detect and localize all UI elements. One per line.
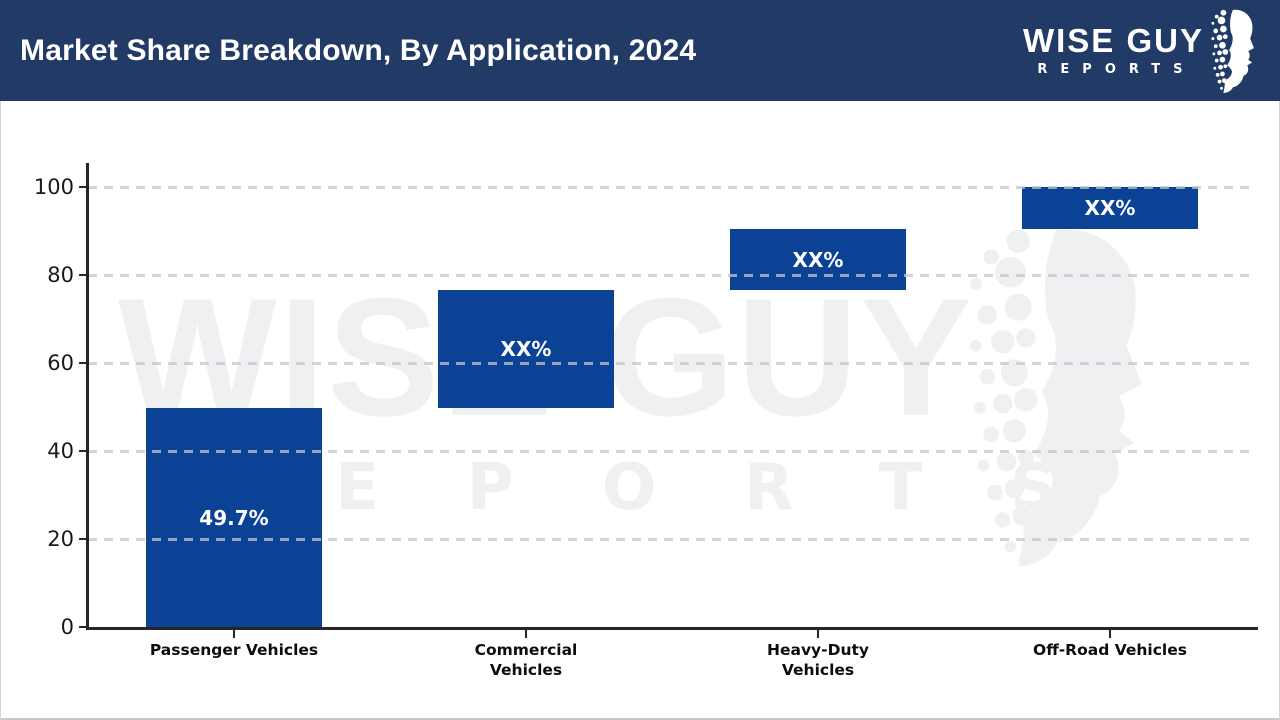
bar-off-road-vehicles	[1022, 187, 1198, 229]
bar-value-label-off-road-vehicles: XX%	[1084, 195, 1136, 220]
y-tick-label-60: 60	[47, 351, 74, 375]
bar-passenger-vehicles	[146, 408, 322, 627]
y-tick-label-40: 40	[47, 439, 74, 463]
y-tick-mark-60	[79, 362, 87, 364]
y-tick-mark-20	[79, 538, 87, 540]
page-title: Market Share Breakdown, By Application, …	[20, 33, 697, 67]
bar-commercial-vehicles	[438, 290, 614, 409]
y-tick-label-100: 100	[33, 175, 74, 199]
y-tick-label-80: 80	[47, 263, 74, 287]
y-tick-mark-0	[79, 626, 87, 628]
bar-value-label-passenger-vehicles: 49.7%	[199, 505, 269, 530]
x-axis-line	[86, 627, 1258, 630]
bar-value-label-commercial-vehicles: XX%	[500, 337, 552, 362]
x-tick-mark-commercial-vehicles	[525, 629, 527, 638]
y-tick-label-20: 20	[47, 527, 74, 551]
gridline-60	[88, 362, 1256, 365]
logo-subtitle: REPORTS	[1037, 61, 1196, 77]
bar-heavy-duty-vehicles	[730, 228, 906, 291]
x-tick-label-passenger-vehicles: Passenger Vehicles	[149, 641, 319, 659]
wiseguy-logo-text: WISE GUY REPORTS	[1023, 24, 1204, 77]
y-tick-mark-40	[79, 450, 87, 452]
y-tick-mark-100	[79, 186, 87, 188]
x-tick-mark-off-road-vehicles	[1109, 629, 1111, 638]
x-tick-mark-passenger-vehicles	[233, 629, 235, 638]
wiseguy-face-icon	[1211, 9, 1254, 93]
x-tick-label-heavy-duty-vehicles: Heavy-Duty Vehicles	[767, 641, 869, 680]
wiseguy-logo: WISE GUY REPORTS	[1023, 8, 1254, 94]
gridline-100	[88, 186, 1256, 189]
header-bar: Market Share Breakdown, By Application, …	[0, 0, 1280, 101]
y-tick-label-0: 0	[60, 615, 74, 639]
bar-value-label-heavy-duty-vehicles: XX%	[792, 247, 844, 272]
x-tick-mark-heavy-duty-vehicles	[817, 629, 819, 638]
x-tick-label-off-road-vehicles: Off-Road Vehicles	[1033, 641, 1187, 659]
y-tick-mark-80	[79, 274, 87, 276]
gridline-20	[88, 538, 1256, 541]
x-tick-label-commercial-vehicles: Commercial Vehicles	[474, 641, 578, 680]
gridline-80	[88, 274, 1256, 277]
gridline-40	[88, 450, 1256, 453]
y-axis-line	[86, 163, 89, 629]
logo-wordmark: WISE GUY	[1022, 22, 1204, 60]
